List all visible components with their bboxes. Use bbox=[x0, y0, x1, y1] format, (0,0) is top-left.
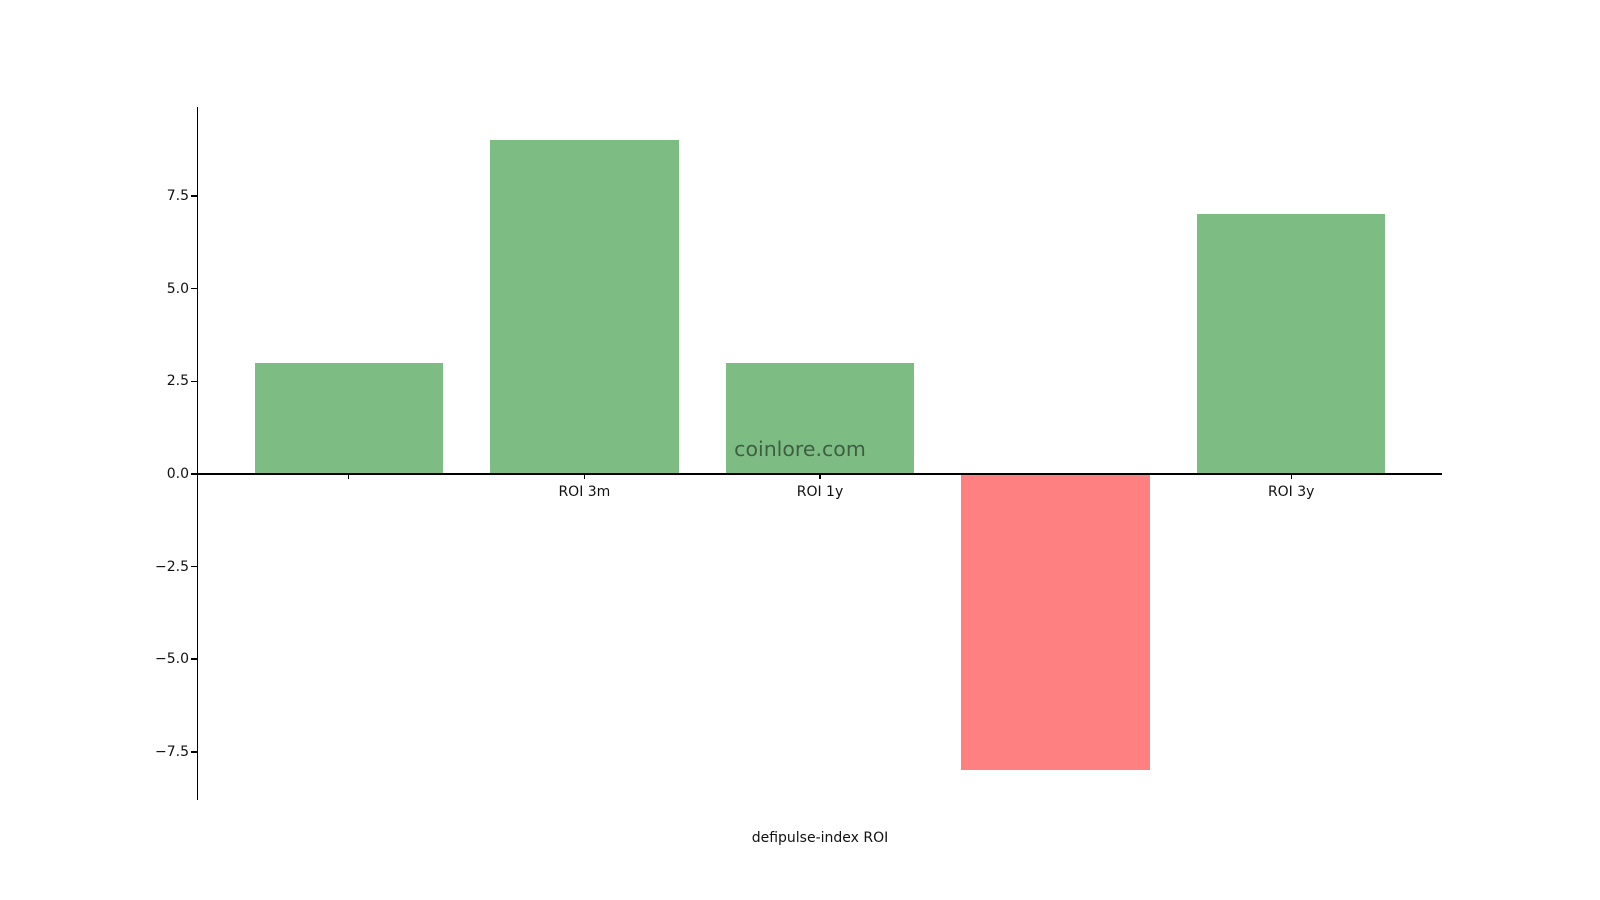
y-axis-line bbox=[196, 107, 198, 800]
y-tick-label: −5.0 bbox=[155, 651, 189, 668]
bar-positive bbox=[1196, 214, 1386, 474]
y-tick-mark bbox=[190, 287, 197, 290]
bar-positive bbox=[254, 362, 444, 474]
x-tick-label: ROI 1y bbox=[796, 483, 844, 500]
y-tick-label: 2.5 bbox=[166, 373, 189, 390]
watermark-text: coinlore.com bbox=[734, 437, 866, 461]
bar-positive bbox=[725, 362, 915, 474]
y-tick-label: −7.5 bbox=[155, 743, 189, 760]
x-axis-zero-line bbox=[198, 473, 1442, 475]
y-tick-mark bbox=[190, 658, 197, 660]
chart-title: defipulse-index ROI bbox=[751, 830, 889, 846]
y-tick-mark bbox=[190, 751, 197, 753]
x-tick-label: ROI 3y bbox=[1267, 483, 1315, 500]
y-tick-label: 7.5 bbox=[166, 187, 189, 204]
y-tick-label: 5.0 bbox=[166, 280, 189, 297]
plot-area: 7.5 5.0 2.5 0.0 −2.5 −5.0 −7.5 ROI 3m ROI 1y ROI… bbox=[155, 107, 1442, 800]
x-tick-mark bbox=[819, 473, 821, 479]
y-tick-label: 0.0 bbox=[166, 465, 189, 482]
y-tick-mark bbox=[190, 195, 197, 197]
x-tick-mark bbox=[1290, 473, 1292, 479]
x-tick-mark bbox=[583, 473, 586, 479]
y-tick-mark bbox=[190, 380, 197, 382]
y-tick-mark bbox=[190, 473, 197, 475]
y-tick-mark bbox=[190, 565, 197, 568]
bar-negative bbox=[961, 473, 1150, 771]
bar-positive bbox=[490, 140, 679, 474]
x-tick-mark bbox=[348, 473, 350, 479]
x-tick-label: ROI 3m bbox=[558, 483, 611, 500]
y-tick-label: −2.5 bbox=[155, 558, 189, 575]
